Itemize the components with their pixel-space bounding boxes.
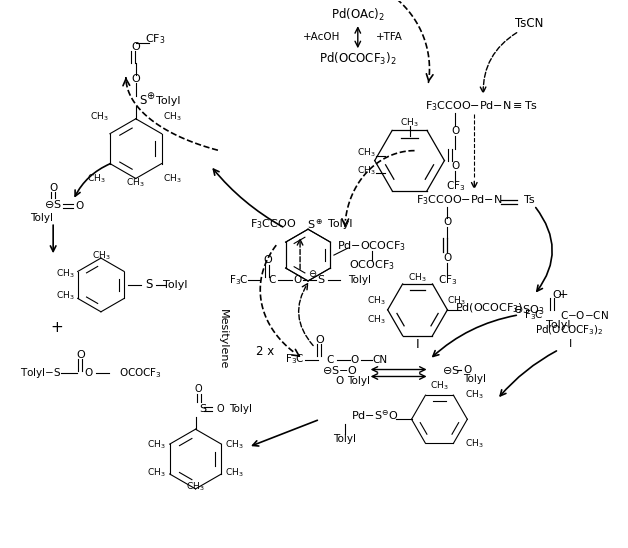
Text: Mesitylene: Mesitylene bbox=[217, 310, 227, 370]
Text: CH$_3$: CH$_3$ bbox=[367, 313, 386, 326]
Text: +: + bbox=[558, 288, 568, 301]
Text: Tolyl: Tolyl bbox=[546, 319, 570, 330]
Text: Tolyl: Tolyl bbox=[156, 96, 181, 106]
Text: $\ominus$S: $\ominus$S bbox=[44, 198, 62, 210]
Text: $\ominus$S$-$O: $\ominus$S$-$O bbox=[322, 363, 358, 375]
Text: CH$_3$: CH$_3$ bbox=[225, 439, 244, 452]
Text: CH$_3$: CH$_3$ bbox=[57, 268, 75, 280]
Text: CH$_3$: CH$_3$ bbox=[447, 295, 466, 307]
Text: CH$_3$: CH$_3$ bbox=[465, 388, 484, 401]
Text: CH$_3$: CH$_3$ bbox=[465, 438, 484, 450]
Text: O: O bbox=[350, 355, 359, 364]
Text: Pd$-$OCOCF$_3$: Pd$-$OCOCF$_3$ bbox=[337, 239, 406, 253]
Text: CH$_3$: CH$_3$ bbox=[57, 290, 75, 302]
Text: CH$_3$: CH$_3$ bbox=[357, 164, 376, 177]
Text: 2 x: 2 x bbox=[256, 345, 274, 358]
Text: S: S bbox=[145, 278, 153, 292]
Text: O: O bbox=[77, 350, 85, 359]
Text: CH$_3$: CH$_3$ bbox=[187, 481, 205, 493]
Text: CH$_3$: CH$_3$ bbox=[147, 439, 166, 452]
Text: O: O bbox=[452, 161, 460, 170]
Text: CH$_3$: CH$_3$ bbox=[400, 117, 419, 129]
Text: CH$_3$: CH$_3$ bbox=[408, 272, 427, 284]
Text: S: S bbox=[317, 275, 325, 285]
Text: C: C bbox=[326, 355, 333, 364]
Text: CH$_3$: CH$_3$ bbox=[147, 467, 166, 480]
Text: $\ominus$SO$_3$: $\ominus$SO$_3$ bbox=[513, 303, 545, 317]
Text: Pd(OCOCF$_3$)$_2$: Pd(OCOCF$_3$)$_2$ bbox=[319, 51, 397, 67]
Text: O: O bbox=[49, 184, 57, 193]
Text: Tolyl: Tolyl bbox=[229, 404, 252, 414]
Text: O: O bbox=[463, 364, 472, 374]
Text: O: O bbox=[336, 376, 344, 386]
Text: F$_3$C: F$_3$C bbox=[524, 308, 544, 322]
Text: Pd(OCOCF$_3$)$_2$: Pd(OCOCF$_3$)$_2$ bbox=[534, 323, 604, 336]
Text: F$_3$CCOO$-$Pd$-$N$\equiv$Ts: F$_3$CCOO$-$Pd$-$N$\equiv$Ts bbox=[425, 99, 538, 113]
Text: +: + bbox=[51, 320, 63, 335]
Text: O: O bbox=[195, 384, 202, 395]
Text: Tolyl: Tolyl bbox=[348, 275, 371, 285]
Text: TsCN: TsCN bbox=[515, 17, 543, 30]
Text: $\oplus$: $\oplus$ bbox=[146, 90, 155, 101]
Text: F$_3$C: F$_3$C bbox=[229, 273, 248, 287]
Text: CF$_3$: CF$_3$ bbox=[446, 180, 465, 193]
Text: CH$_3$: CH$_3$ bbox=[90, 111, 109, 123]
Text: O: O bbox=[131, 42, 140, 52]
Text: C$-$O$-$CN: C$-$O$-$CN bbox=[560, 309, 609, 321]
Text: CH$_3$: CH$_3$ bbox=[126, 176, 145, 189]
Text: $\ominus$S: $\ominus$S bbox=[443, 363, 460, 375]
Text: CH$_3$: CH$_3$ bbox=[430, 379, 449, 392]
Text: C: C bbox=[269, 275, 276, 285]
Text: Tolyl: Tolyl bbox=[347, 376, 370, 386]
Text: Pd$-$S$^{\ominus}$O: Pd$-$S$^{\ominus}$O bbox=[351, 409, 398, 422]
Text: F$_3$C: F$_3$C bbox=[285, 353, 305, 367]
Text: CN: CN bbox=[372, 355, 387, 364]
Text: F$_3$CCOO: F$_3$CCOO bbox=[250, 218, 296, 231]
Text: O: O bbox=[85, 368, 93, 379]
Text: O: O bbox=[553, 290, 561, 300]
Text: Tolyl: Tolyl bbox=[163, 280, 188, 290]
Text: CH$_3$: CH$_3$ bbox=[163, 111, 181, 123]
Text: O: O bbox=[443, 217, 452, 227]
Text: S: S bbox=[139, 94, 146, 107]
Text: +TFA: +TFA bbox=[376, 32, 403, 42]
Text: O: O bbox=[75, 201, 83, 212]
Text: CF$_3$: CF$_3$ bbox=[438, 273, 457, 287]
Text: S$^\oplus$: S$^\oplus$ bbox=[307, 218, 323, 231]
Text: S: S bbox=[199, 404, 206, 414]
Text: CH$_3$: CH$_3$ bbox=[87, 172, 106, 185]
Text: CH$_3$: CH$_3$ bbox=[367, 295, 386, 307]
Text: I: I bbox=[569, 339, 573, 349]
Text: Pd(OAc)$_2$: Pd(OAc)$_2$ bbox=[331, 7, 385, 24]
Text: +AcOH: +AcOH bbox=[303, 32, 340, 42]
Text: O: O bbox=[293, 275, 301, 285]
Text: OCOCF$_3$: OCOCF$_3$ bbox=[119, 367, 162, 380]
Text: Tolyl: Tolyl bbox=[30, 213, 53, 223]
Text: I: I bbox=[416, 338, 420, 351]
Text: F$_3$CCOO$-$Pd$-$N: F$_3$CCOO$-$Pd$-$N bbox=[416, 193, 502, 207]
Text: Tolyl: Tolyl bbox=[333, 434, 356, 444]
Text: O: O bbox=[217, 404, 224, 414]
Text: Ts: Ts bbox=[524, 196, 534, 206]
Text: Pd(OCOCF$_3$): Pd(OCOCF$_3$) bbox=[455, 301, 523, 315]
Text: O: O bbox=[131, 74, 140, 84]
Text: Tolyl$-$S: Tolyl$-$S bbox=[19, 367, 61, 380]
Text: CH$_3$: CH$_3$ bbox=[357, 146, 376, 159]
Text: CH$_3$: CH$_3$ bbox=[92, 250, 111, 262]
Text: CF$_3$: CF$_3$ bbox=[146, 32, 166, 46]
Text: OCOCF$_3$: OCOCF$_3$ bbox=[349, 258, 394, 272]
Text: O: O bbox=[452, 125, 460, 136]
Text: Tolyl: Tolyl bbox=[328, 219, 352, 229]
Text: O: O bbox=[443, 253, 452, 263]
Text: Tolyl: Tolyl bbox=[463, 374, 486, 385]
Text: CH$_3$: CH$_3$ bbox=[225, 467, 244, 480]
Text: CH$_3$: CH$_3$ bbox=[163, 172, 181, 185]
Text: O: O bbox=[316, 335, 324, 345]
Text: O: O bbox=[264, 255, 273, 265]
Text: $\ominus$: $\ominus$ bbox=[308, 267, 318, 278]
